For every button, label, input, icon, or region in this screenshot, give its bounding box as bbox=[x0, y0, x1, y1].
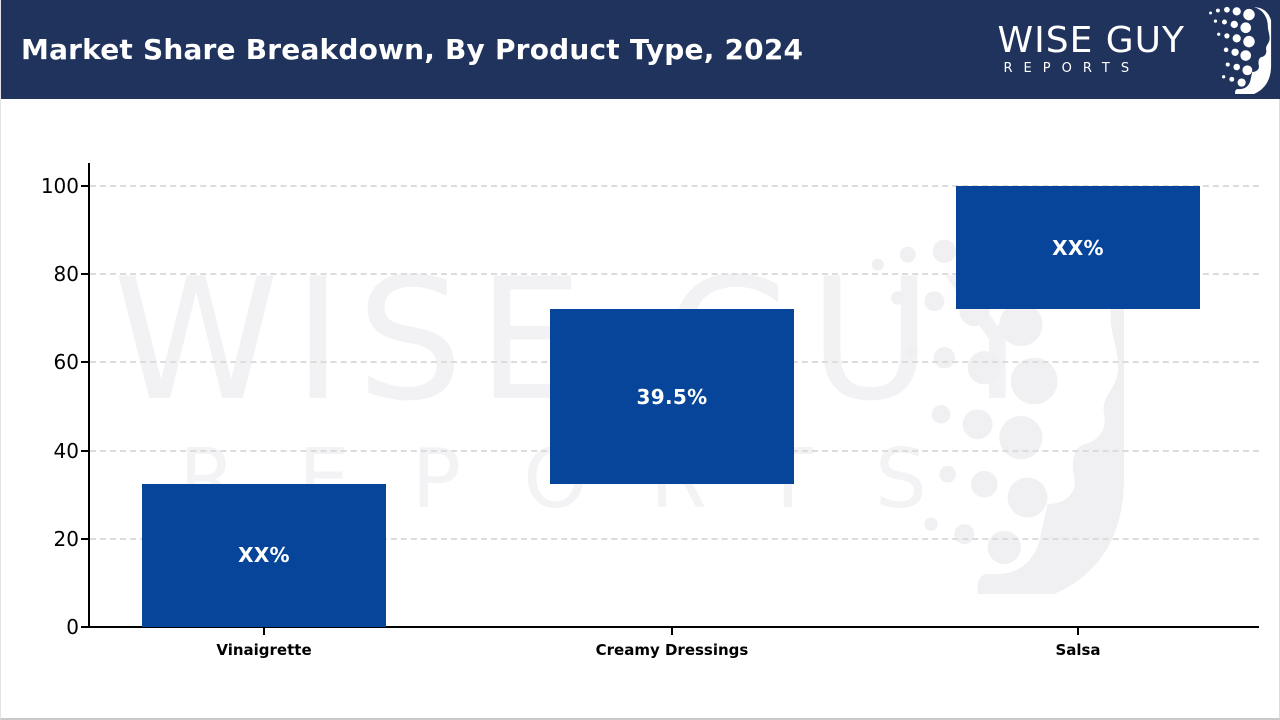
category-label: Creamy Dressings bbox=[595, 641, 749, 659]
y-tick-mark bbox=[81, 626, 88, 628]
bar-value-label: XX% bbox=[1052, 235, 1104, 260]
logo-wordmark: WISE GUY bbox=[997, 19, 1185, 61]
y-tick-label: 60 bbox=[53, 350, 79, 375]
y-tick-label: 80 bbox=[53, 262, 79, 287]
category-label: Salsa bbox=[1055, 641, 1101, 659]
y-tick-label: 40 bbox=[53, 438, 79, 463]
bar-value-label: 39.5% bbox=[636, 384, 708, 409]
x-tick-mark bbox=[263, 628, 265, 635]
y-tick-mark bbox=[81, 273, 88, 276]
y-tick-label: 0 bbox=[66, 615, 79, 639]
category-label: Vinaigrette bbox=[216, 641, 312, 659]
y-tick-label: 20 bbox=[53, 526, 79, 551]
y-tick-label: 100 bbox=[40, 174, 79, 198]
bar: XX% bbox=[142, 483, 386, 627]
gridline bbox=[90, 273, 1259, 276]
logo-subtitle: REPORTS bbox=[1003, 61, 1141, 77]
page-title: Market Share Breakdown, By Product Type,… bbox=[21, 33, 804, 66]
x-tick-mark bbox=[671, 628, 673, 635]
bar: XX% bbox=[956, 186, 1200, 310]
bar-value-label: XX% bbox=[238, 543, 290, 568]
wise-guy-reports-logo: WISE GUY REPORTS bbox=[998, 4, 1274, 94]
y-tick-mark bbox=[81, 537, 88, 540]
bar: 39.5% bbox=[550, 309, 794, 484]
x-tick-mark bbox=[1077, 628, 1079, 635]
header: Market Share Breakdown, By Product Type,… bbox=[1, 0, 1280, 99]
x-axis-line bbox=[88, 626, 1259, 628]
logo-head-icon bbox=[1209, 6, 1272, 94]
logo-text: WISE GUY REPORTS bbox=[997, 19, 1186, 77]
y-tick-mark bbox=[81, 185, 88, 187]
y-axis-line bbox=[88, 163, 90, 628]
y-tick-mark bbox=[81, 449, 88, 452]
gridline bbox=[90, 185, 1259, 187]
y-tick-mark bbox=[81, 361, 88, 364]
gridline bbox=[90, 537, 1259, 540]
